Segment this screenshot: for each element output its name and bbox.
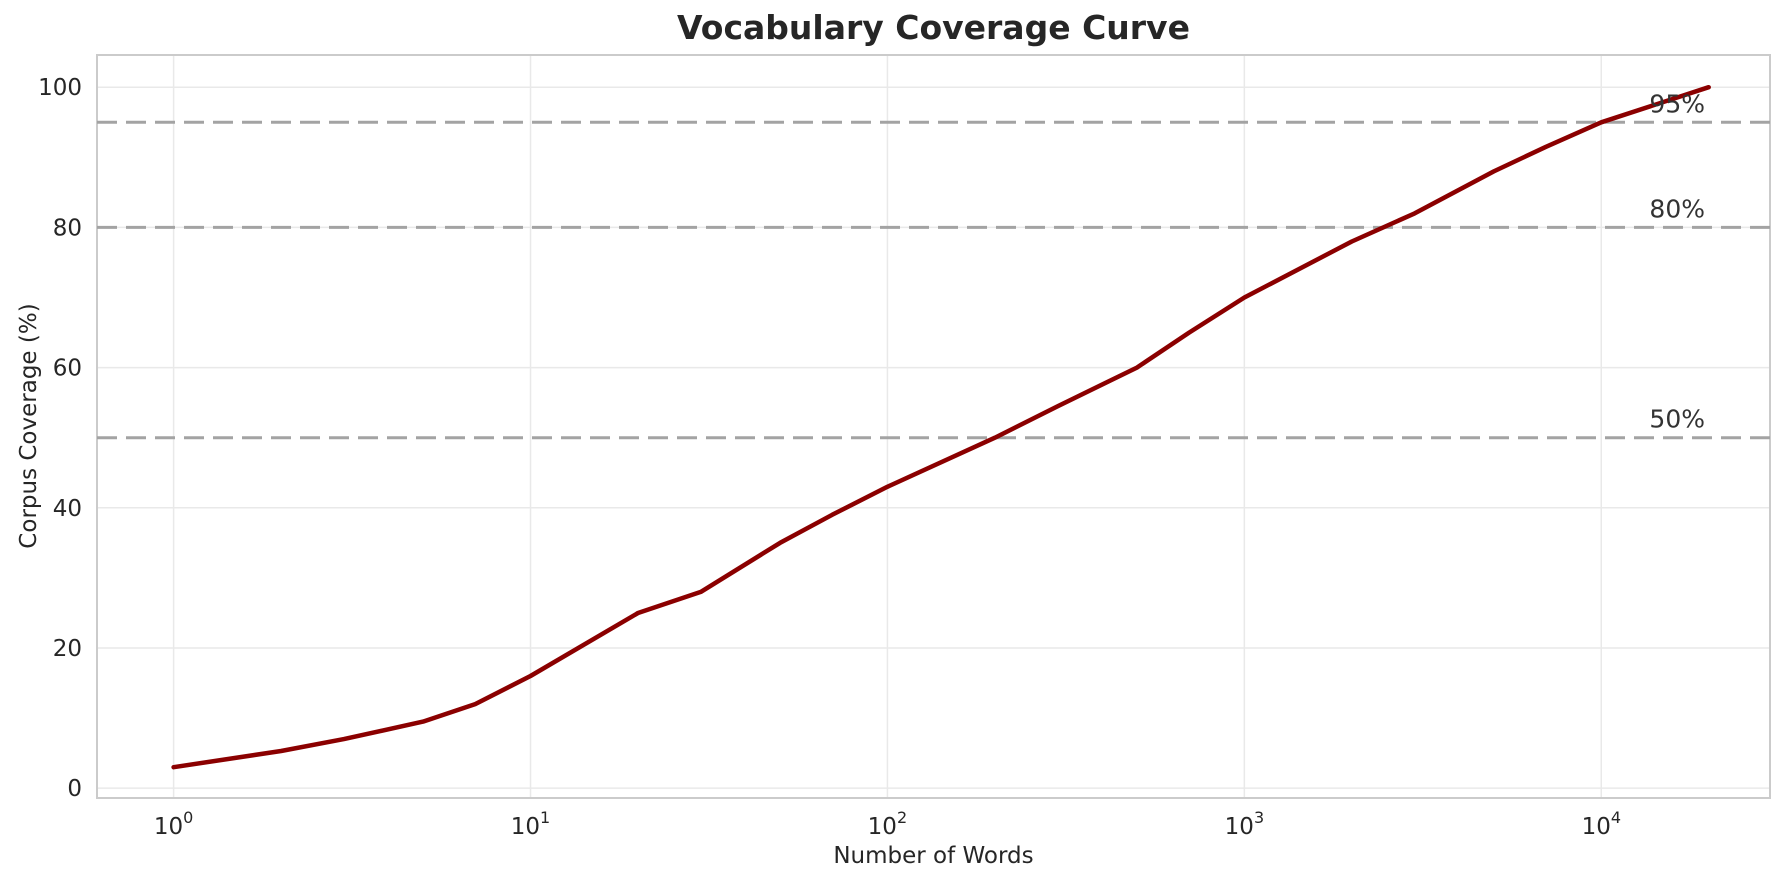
x-tick-label: 101 [511,808,550,840]
x-tick-label: 104 [1582,808,1621,840]
y-tick-label: 20 [53,636,82,662]
y-tick-label: 80 [53,215,82,241]
y-tick-label: 100 [38,75,82,101]
reference-label-80: 80% [1649,194,1705,223]
x-axis-label: Number of Words [833,843,1034,869]
y-tick-label: 0 [67,776,82,802]
y-axis-label: Corpus Coverage (%) [16,303,42,549]
x-tick-label: 100 [154,808,193,840]
chart-title: Vocabulary Coverage Curve [677,8,1190,47]
x-tick-label: 103 [1225,808,1264,840]
x-tick-label: 102 [868,808,907,840]
coverage-curve [171,84,1711,770]
plot-border [96,54,1771,799]
reference-label-50: 50% [1649,405,1705,434]
reference-label-95: 95% [1649,89,1705,118]
y-tick-label: 60 [53,356,82,382]
y-tick-label: 40 [53,496,82,522]
plot-background [97,55,1770,798]
